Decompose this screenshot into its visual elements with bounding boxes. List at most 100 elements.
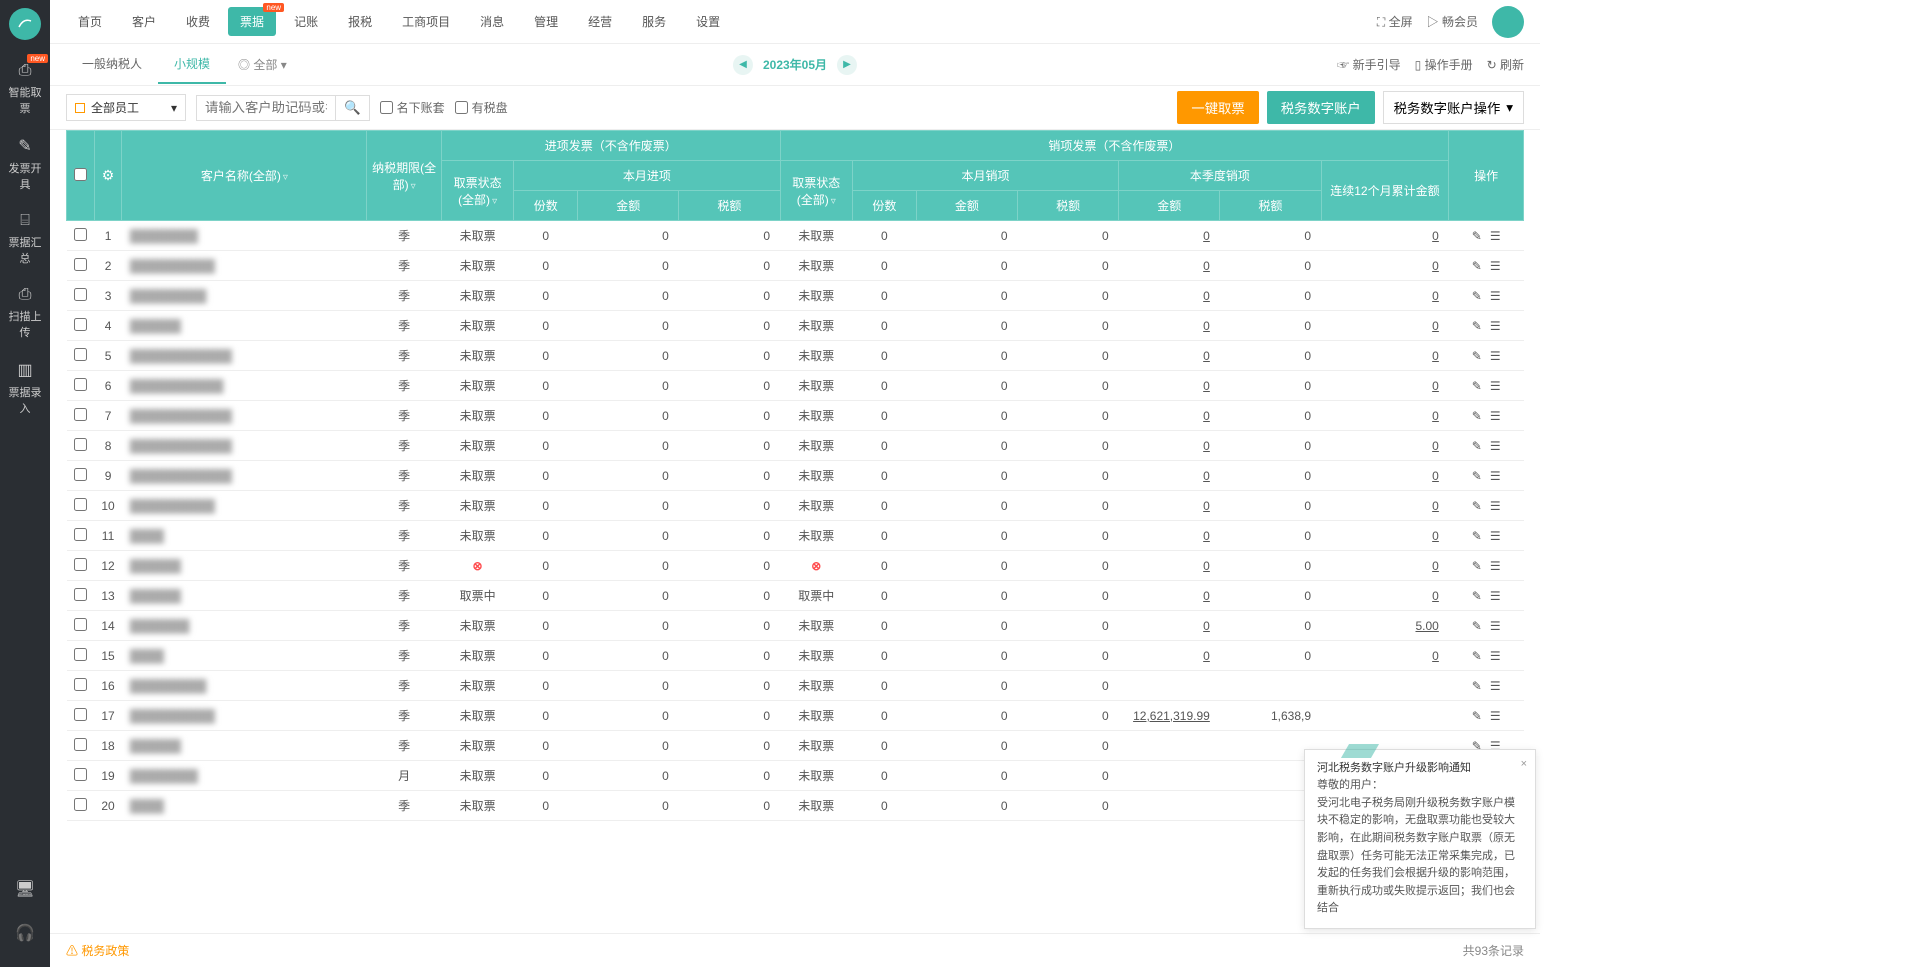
view-icon[interactable]: ☰ [1490,439,1501,453]
cell-q-amt[interactable]: 0 [1119,431,1220,461]
row-checkbox[interactable] [67,641,95,671]
row-checkbox[interactable] [67,761,95,791]
notification-close-icon[interactable]: × [1521,756,1527,774]
search-button[interactable]: 🔍 [336,95,370,121]
cell-customer[interactable]: ██████ [122,311,367,341]
cell-cum[interactable]: 0 [1321,311,1449,341]
topnav-item-8[interactable]: 管理 [522,7,570,36]
location-select[interactable]: ◎ 全部 ▾ [238,56,287,73]
view-icon[interactable]: ☰ [1490,229,1501,243]
cell-q-amt[interactable]: 0 [1119,311,1220,341]
month-next-button[interactable]: ▶ [837,55,857,75]
search-input[interactable] [196,95,336,121]
sidebar-support-icon[interactable]: 🎧 [0,913,50,957]
edit-icon[interactable]: ✎ [1472,649,1482,663]
row-checkbox[interactable] [67,281,95,311]
avatar[interactable] [1492,6,1524,38]
row-checkbox[interactable] [67,371,95,401]
view-icon[interactable]: ☰ [1490,289,1501,303]
refresh-button[interactable]: ↻ 刷新 [1487,56,1524,73]
cell-cum[interactable]: 0 [1321,461,1449,491]
topnav-item-10[interactable]: 服务 [630,7,678,36]
settings-column-icon[interactable]: ⚙ [94,131,122,221]
cell-customer[interactable]: ██████████ [122,701,367,731]
month-label[interactable]: 2023年05月 [763,56,827,73]
cell-customer[interactable]: ████ [122,521,367,551]
cell-cum[interactable]: 0 [1321,551,1449,581]
cell-q-amt[interactable]: 0 [1119,551,1220,581]
row-checkbox[interactable] [67,431,95,461]
edit-icon[interactable]: ✎ [1472,529,1482,543]
edit-icon[interactable]: ✎ [1472,409,1482,423]
col-out-status[interactable]: 取票状态(全部)▿ [780,161,852,221]
cell-cum[interactable]: 0 [1321,401,1449,431]
row-checkbox[interactable] [67,611,95,641]
cb-own-accounts[interactable]: 名下账套 [380,99,445,116]
fullscreen-button[interactable]: ⛶ 全屏 [1377,13,1413,30]
one-click-fetch-button[interactable]: 一键取票 [1177,91,1258,124]
edit-icon[interactable]: ✎ [1472,619,1482,633]
cell-customer[interactable]: ███████ [122,611,367,641]
employee-select[interactable]: 全部员工▾ [66,94,186,121]
row-checkbox[interactable] [67,311,95,341]
view-icon[interactable]: ☰ [1490,649,1501,663]
cell-customer[interactable]: ██████ [122,581,367,611]
row-checkbox[interactable] [67,461,95,491]
view-icon[interactable]: ☰ [1490,469,1501,483]
cell-q-amt[interactable] [1119,761,1220,791]
row-checkbox[interactable] [67,791,95,821]
cell-customer[interactable]: ███████████ [122,371,367,401]
cell-q-amt[interactable]: 0 [1119,281,1220,311]
row-checkbox[interactable] [67,341,95,371]
month-prev-button[interactable]: ◀ [733,55,753,75]
cell-customer[interactable]: ██████████ [122,491,367,521]
edit-icon[interactable]: ✎ [1472,259,1482,273]
cell-customer[interactable]: ████████ [122,221,367,251]
cell-cum[interactable] [1321,701,1449,731]
cell-customer[interactable]: ████████ [122,761,367,791]
edit-icon[interactable]: ✎ [1472,229,1482,243]
row-checkbox[interactable] [67,551,95,581]
view-icon[interactable]: ☰ [1490,259,1501,273]
edit-icon[interactable]: ✎ [1472,589,1482,603]
subtab-1[interactable]: 小规模 [158,45,226,84]
cell-q-amt[interactable]: 0 [1119,521,1220,551]
row-checkbox[interactable] [67,491,95,521]
view-icon[interactable]: ☰ [1490,589,1501,603]
cell-q-amt[interactable] [1119,671,1220,701]
sidebar-item-4[interactable]: ▥票据录入 [0,350,50,426]
cell-cum[interactable]: 5.00 [1321,611,1449,641]
row-checkbox[interactable] [67,731,95,761]
view-icon[interactable]: ☰ [1490,679,1501,693]
cell-customer[interactable]: ██████████ [122,251,367,281]
sidebar-item-3[interactable]: ⎙扫描上传 [0,276,50,350]
cell-customer[interactable]: ████ [122,641,367,671]
cell-q-amt[interactable]: 0 [1119,221,1220,251]
sidebar-monitor-icon[interactable]: 🖥 [0,869,50,913]
cell-q-amt[interactable]: 0 [1119,371,1220,401]
edit-icon[interactable]: ✎ [1472,439,1482,453]
cell-cum[interactable]: 0 [1321,491,1449,521]
cell-q-amt[interactable]: 0 [1119,611,1220,641]
view-icon[interactable]: ☰ [1490,529,1501,543]
view-icon[interactable]: ☰ [1490,379,1501,393]
cb-has-disk[interactable]: 有税盘 [455,99,508,116]
cell-q-amt[interactable] [1119,791,1220,821]
member-button[interactable]: ▷ 畅会员 [1427,13,1478,30]
sidebar-item-2[interactable]: ⌸票据汇总 [0,202,50,276]
edit-icon[interactable]: ✎ [1472,349,1482,363]
topnav-item-2[interactable]: 收费 [174,7,222,36]
edit-icon[interactable]: ✎ [1472,679,1482,693]
cell-customer[interactable]: ████████████ [122,341,367,371]
row-checkbox[interactable] [67,701,95,731]
cell-cum[interactable]: 0 [1321,221,1449,251]
cell-q-amt[interactable]: 0 [1119,491,1220,521]
cell-customer[interactable]: ██████ [122,551,367,581]
topnav-item-11[interactable]: 设置 [684,7,732,36]
tax-account-button[interactable]: 税务数字账户 [1267,91,1375,124]
cell-q-amt[interactable]: 0 [1119,581,1220,611]
topnav-item-1[interactable]: 客户 [120,7,168,36]
cell-cum[interactable]: 0 [1321,641,1449,671]
row-checkbox[interactable] [67,521,95,551]
view-icon[interactable]: ☰ [1490,619,1501,633]
